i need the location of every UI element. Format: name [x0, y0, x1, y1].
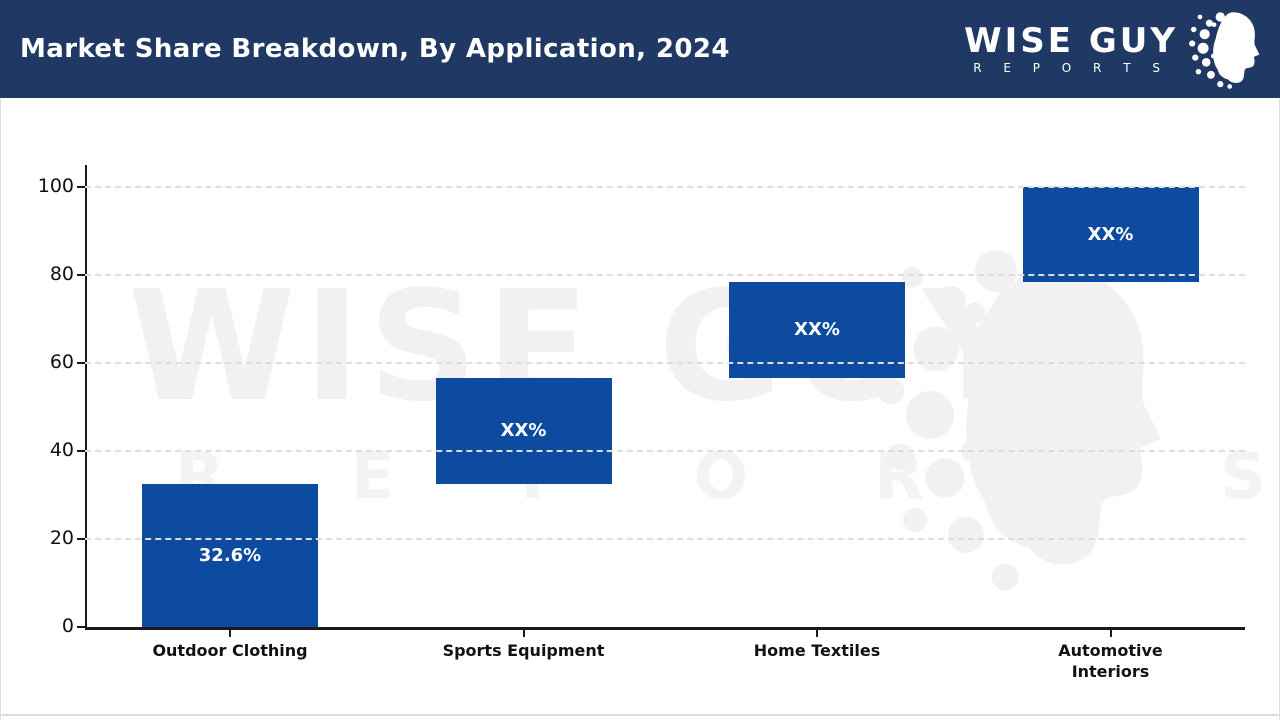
y-tick-mark	[77, 626, 85, 628]
chart-body: WISE GUY R E P O R T S 0 20 40 60 80 100 32.6%…	[0, 98, 1280, 720]
left-border-line	[0, 98, 1, 720]
chart-plot-area: 0 20 40 60 80 100 32.6% Outdoor Clothing XX% Spor…	[0, 98, 1280, 720]
bar-sports-equipment: XX%	[435, 377, 612, 484]
logo-subtitle: R E P O R T S	[973, 61, 1169, 75]
x-tick-mark	[816, 630, 818, 637]
bar-value-label: XX%	[500, 420, 547, 442]
y-tick-mark	[77, 538, 85, 540]
y-tick-mark	[77, 362, 85, 364]
x-axis-line	[85, 627, 1245, 630]
bar-value-label: XX%	[794, 319, 840, 341]
logo-text: WISE GUY R E P O R T S	[964, 24, 1178, 74]
x-category-label: Sports Equipment	[442, 641, 605, 660]
gridline-80	[85, 274, 1245, 276]
y-axis-line	[85, 165, 87, 630]
wise-guy-reports-logo: WISE GUY R E P O R T S	[964, 6, 1280, 92]
x-category-label: Automotive Interiors	[1058, 641, 1163, 681]
y-tick-mark	[77, 186, 85, 188]
y-tick-mark	[77, 274, 85, 276]
y-tick-label: 20	[49, 527, 74, 549]
page-title: Market Share Breakdown, By Application, …	[20, 34, 730, 64]
bar-value-label: 32.6%	[198, 544, 262, 566]
y-tick-label: 60	[49, 351, 74, 373]
bar-outdoor-clothing: 32.6%	[142, 483, 318, 627]
gridline-20	[85, 538, 1245, 540]
watermark-head-icon	[877, 250, 1161, 591]
bar-value-label: XX%	[1087, 224, 1134, 246]
gridline-60	[85, 362, 1245, 364]
x-tick-mark	[229, 630, 231, 637]
bar-home-textiles: XX%	[729, 282, 905, 378]
bar-automotive-interiors: XX%	[1022, 187, 1199, 283]
head-silhouette-icon	[1189, 12, 1260, 89]
x-category-label: Outdoor Clothing	[152, 641, 308, 660]
x-category-label: Home Textiles	[753, 641, 881, 660]
y-tick-mark	[77, 450, 85, 452]
header-bar: Market Share Breakdown, By Application, …	[0, 0, 1280, 98]
y-tick-label: 40	[49, 439, 74, 461]
y-tick-label: 80	[49, 263, 74, 285]
gridline-40	[85, 450, 1245, 452]
gridline-100	[85, 186, 1245, 188]
x-tick-mark	[1109, 630, 1112, 637]
bottom-border-line	[0, 714, 1280, 716]
y-tick-label: 100	[37, 175, 74, 197]
x-tick-mark	[522, 630, 525, 637]
y-tick-label: 0	[61, 615, 74, 637]
logo-wordmark: WISE GUY	[964, 21, 1178, 61]
